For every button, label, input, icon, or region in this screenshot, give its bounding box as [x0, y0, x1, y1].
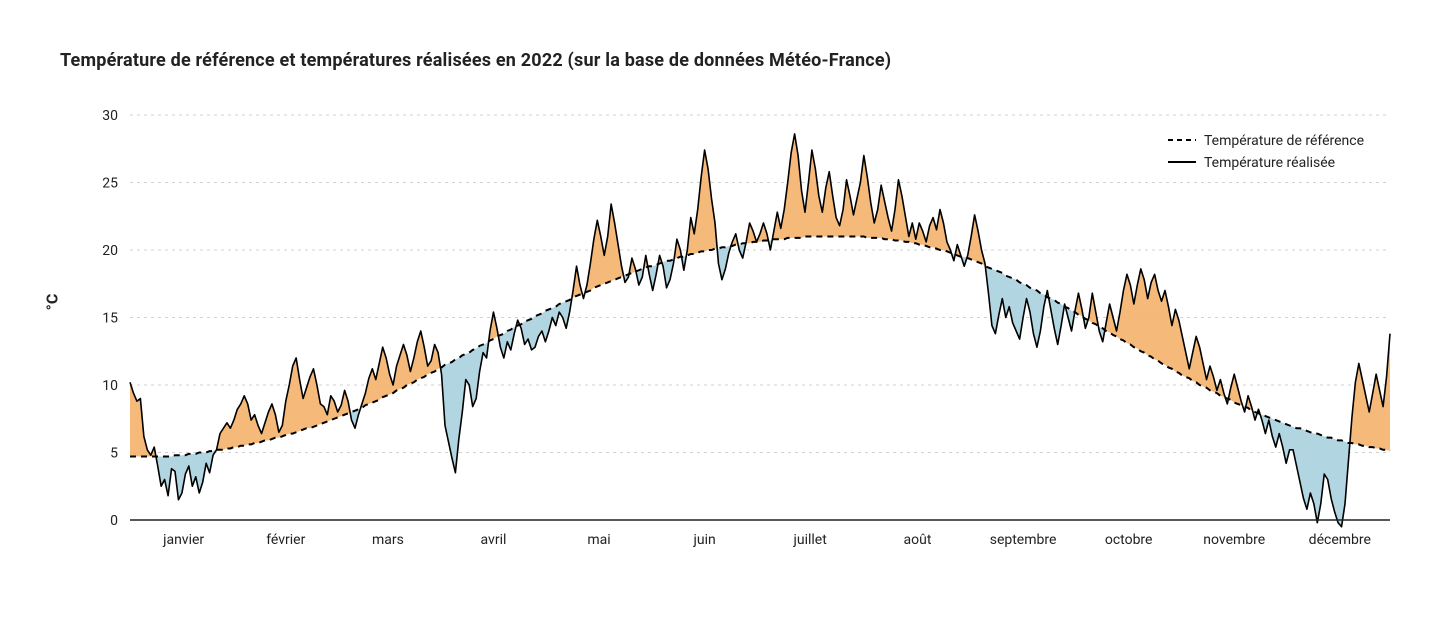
- svg-text:juin: juin: [693, 532, 716, 548]
- svg-text:novembre: novembre: [1203, 532, 1265, 548]
- svg-text:avril: avril: [481, 532, 507, 548]
- svg-text:Température réalisée: Température réalisée: [1204, 155, 1335, 171]
- svg-text:juillet: juillet: [793, 532, 828, 548]
- svg-text:mars: mars: [372, 532, 404, 548]
- svg-text:20: 20: [102, 243, 118, 259]
- temperature-chart: 0 5 10 15 20 25 30 janvier février mars avril mai ju…: [0, 0, 1440, 617]
- svg-text:décembre: décembre: [1309, 532, 1371, 548]
- svg-text:janvier: janvier: [162, 532, 204, 548]
- svg-text:5: 5: [110, 446, 118, 462]
- svg-text:10: 10: [102, 378, 118, 394]
- svg-text:août: août: [904, 532, 932, 548]
- svg-text:Température de référence: Température de référence: [1204, 133, 1364, 149]
- svg-text:février: février: [266, 532, 305, 548]
- svg-text:0: 0: [110, 513, 118, 529]
- svg-text:mai: mai: [587, 532, 610, 548]
- svg-text:septembre: septembre: [990, 532, 1057, 548]
- svg-text:15: 15: [102, 311, 118, 327]
- svg-text:30: 30: [102, 108, 118, 124]
- svg-text:octobre: octobre: [1105, 532, 1153, 548]
- svg-text:25: 25: [102, 176, 118, 192]
